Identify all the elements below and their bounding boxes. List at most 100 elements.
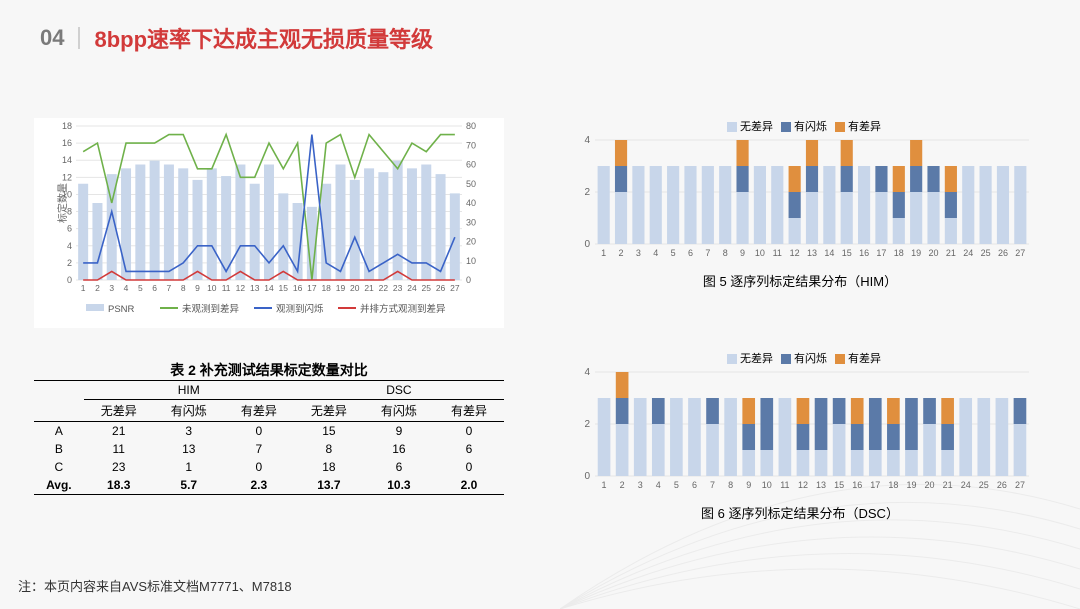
svg-text:1: 1 — [601, 248, 606, 258]
cell: 15 — [294, 422, 364, 441]
chart-6-caption: 图 6 逐序列标定结果分布（DSC） — [565, 503, 1035, 522]
row-label: B — [34, 440, 84, 458]
svg-text:14: 14 — [62, 155, 72, 165]
svg-text:13: 13 — [250, 283, 260, 293]
svg-text:7: 7 — [710, 480, 715, 490]
cell: 18.3 — [84, 476, 154, 495]
svg-text:16: 16 — [62, 138, 72, 148]
svg-text:25: 25 — [981, 248, 991, 258]
table-group-header-row: HIM DSC — [34, 381, 504, 400]
table: HIM DSC 无差异 有闪烁 有差异 无差异 有闪烁 有差异 A2130159… — [34, 380, 504, 495]
svg-text:30: 30 — [466, 217, 476, 227]
svg-text:7: 7 — [705, 248, 710, 258]
svg-text:17: 17 — [307, 283, 317, 293]
legend-label: 有差异 — [848, 353, 881, 365]
svg-text:50: 50 — [466, 179, 476, 189]
cell: 10.3 — [364, 476, 434, 495]
svg-text:标定数量: 标定数量 — [56, 183, 69, 223]
svg-text:6: 6 — [152, 283, 157, 293]
svg-text:0: 0 — [584, 471, 590, 482]
cell: 2.0 — [434, 476, 504, 495]
table-comparison: 表 2 补充测试结果标定数量对比 HIM DSC 无差异 有闪烁 有差异 无差异… — [34, 360, 504, 495]
svg-text:19: 19 — [906, 480, 916, 490]
legend-swatch — [835, 354, 845, 364]
svg-text:未观测到差异: 未观测到差异 — [182, 303, 240, 315]
svg-text:9: 9 — [195, 283, 200, 293]
svg-text:2: 2 — [584, 187, 590, 198]
svg-text:2: 2 — [619, 248, 624, 258]
svg-text:24: 24 — [407, 283, 417, 293]
svg-text:26: 26 — [998, 248, 1008, 258]
svg-text:24: 24 — [963, 248, 973, 258]
svg-text:4: 4 — [584, 367, 590, 378]
svg-text:3: 3 — [638, 480, 643, 490]
svg-text:5: 5 — [671, 248, 676, 258]
svg-text:16: 16 — [859, 248, 869, 258]
svg-text:4: 4 — [67, 241, 72, 251]
svg-text:9: 9 — [746, 480, 751, 490]
cell: 5.7 — [154, 476, 224, 495]
svg-text:0: 0 — [466, 275, 471, 285]
svg-text:11: 11 — [780, 480, 789, 490]
svg-text:PSNR: PSNR — [108, 304, 135, 315]
svg-text:7: 7 — [167, 283, 172, 293]
sub-header: 无差异 — [84, 400, 154, 422]
cell: 13.7 — [294, 476, 364, 495]
svg-text:11: 11 — [773, 248, 782, 258]
svg-text:27: 27 — [450, 283, 460, 293]
cell: 11 — [84, 440, 154, 458]
svg-text:并排方式观测到差异: 并排方式观测到差异 — [360, 303, 446, 315]
svg-text:27: 27 — [1015, 248, 1025, 258]
svg-text:19: 19 — [336, 283, 346, 293]
chart-5-legend: 无差异有闪烁有差异 — [565, 118, 1035, 134]
svg-text:8: 8 — [181, 283, 186, 293]
svg-text:4: 4 — [653, 248, 658, 258]
svg-text:20: 20 — [929, 248, 939, 258]
svg-text:1: 1 — [602, 480, 607, 490]
svg-text:26: 26 — [436, 283, 446, 293]
cell: 16 — [364, 440, 434, 458]
cell: 0 — [224, 422, 294, 441]
svg-text:9: 9 — [740, 248, 745, 258]
legend-label: 无差异 — [740, 353, 773, 365]
svg-text:2: 2 — [584, 419, 590, 430]
svg-text:4: 4 — [584, 135, 590, 146]
group-header-him: HIM — [84, 381, 294, 400]
legend-swatch — [781, 354, 791, 364]
svg-text:20: 20 — [350, 283, 360, 293]
cell: 9 — [364, 422, 434, 441]
table-row: A21301590 — [34, 422, 504, 441]
svg-text:15: 15 — [279, 283, 289, 293]
svg-text:2: 2 — [95, 283, 100, 293]
cell: 7 — [224, 440, 294, 458]
svg-text:80: 80 — [466, 121, 476, 131]
svg-text:16: 16 — [293, 283, 303, 293]
cell: 3 — [154, 422, 224, 441]
svg-text:12: 12 — [62, 172, 72, 182]
svg-text:26: 26 — [997, 480, 1007, 490]
table-row: Avg.18.35.72.313.710.32.0 — [34, 476, 504, 495]
sub-header: 有闪烁 — [154, 400, 224, 422]
group-header-dsc: DSC — [294, 381, 504, 400]
cell: 13 — [154, 440, 224, 458]
svg-text:10: 10 — [755, 248, 765, 258]
svg-text:2: 2 — [67, 258, 72, 268]
row-label: Avg. — [34, 476, 84, 495]
svg-text:2: 2 — [620, 480, 625, 490]
table-row: B111378166 — [34, 440, 504, 458]
svg-text:8: 8 — [723, 248, 728, 258]
row-label: C — [34, 458, 84, 476]
svg-text:6: 6 — [67, 224, 72, 234]
cell: 1 — [154, 458, 224, 476]
svg-text:12: 12 — [798, 480, 808, 490]
legend-swatch — [727, 354, 737, 364]
svg-text:24: 24 — [961, 480, 971, 490]
svg-text:4: 4 — [124, 283, 129, 293]
svg-text:22: 22 — [379, 283, 389, 293]
svg-text:1: 1 — [81, 283, 86, 293]
svg-text:18: 18 — [62, 121, 72, 131]
chart-5-caption: 图 5 逐序列标定结果分布（HIM） — [565, 271, 1035, 290]
legend-swatch — [781, 122, 791, 132]
table-sub-header-row: 无差异 有闪烁 有差异 无差异 有闪烁 有差异 — [34, 400, 504, 422]
svg-text:40: 40 — [466, 198, 476, 208]
